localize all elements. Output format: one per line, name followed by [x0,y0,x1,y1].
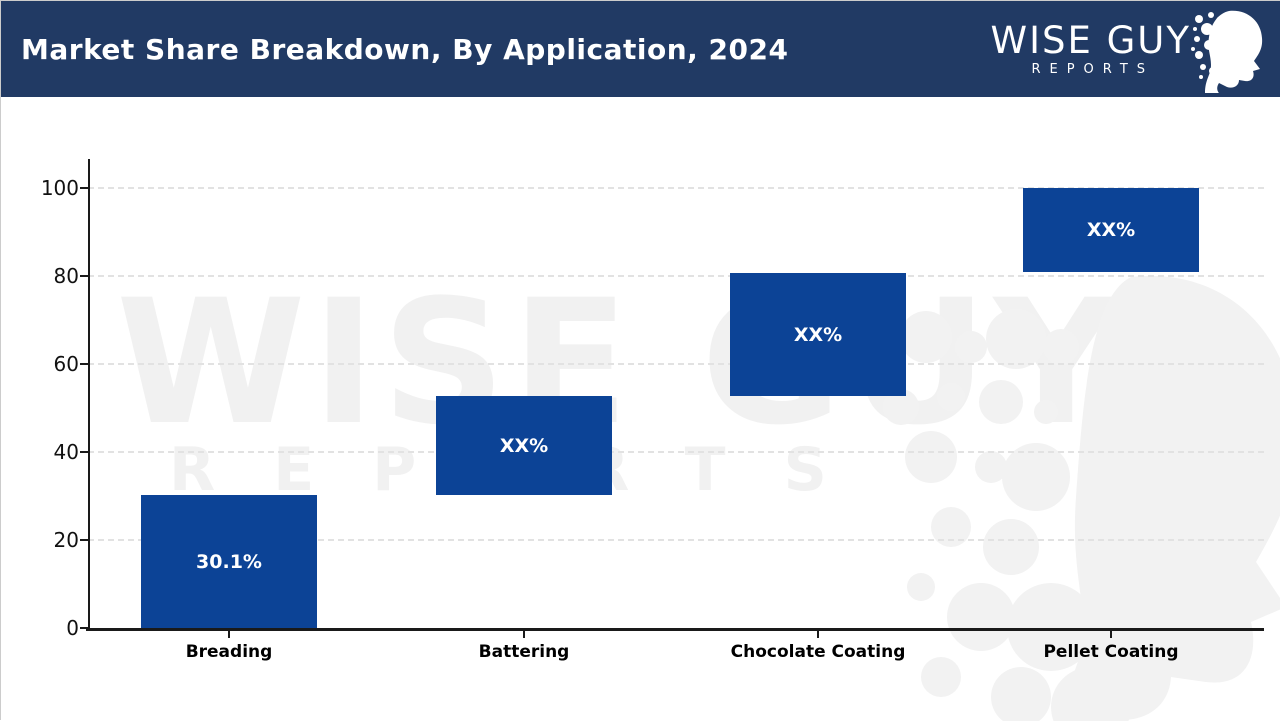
y-tick [80,450,88,453]
header-bar: Market Share Breakdown, By Application, … [1,1,1280,97]
bar-value-label: XX% [1086,218,1136,241]
y-tick-label: 20 [53,527,79,552]
x-tick [1110,631,1112,638]
y-tick [80,274,88,277]
bar-pellet-coating: XX% [1023,187,1199,273]
page-title: Market Share Breakdown, By Application, … [21,32,789,66]
y-gridline [88,186,1264,189]
y-gridline [88,274,1264,277]
y-tick-label: 60 [53,351,79,376]
y-tick [80,538,88,541]
logo-head-icon [1191,10,1263,93]
bar-value-label: 30.1% [196,550,262,573]
x-tick-label: Pellet Coating [1043,642,1179,662]
chart-canvas: WISE GUY REPORTS 02040608010030.1%Breadi… [1,97,1280,721]
bar-value-label: XX% [793,323,843,346]
wise-guy-logo: WISE GUY REPORTS [991,5,1271,93]
y-tick [80,362,88,365]
x-tick-label: Battering [478,642,570,662]
bar-breading: 30.1% [141,495,317,628]
y-tick [80,186,88,189]
x-tick-label: Breading [185,642,273,662]
y-gridline [88,450,1264,453]
y-tick-label: 0 [66,616,79,640]
x-tick [817,631,819,638]
y-tick-label: 100 [40,175,79,200]
bar-battering: XX% [436,396,612,496]
y-tick-label: 80 [53,263,79,288]
logo-subtitle: REPORTS [1031,62,1155,77]
y-axis-line [88,159,90,630]
logo-wordmark: WISE GUY [990,19,1191,62]
logo-text: WISE GUY REPORTS [991,22,1191,76]
y-gridline [88,362,1264,365]
y-tick-label: 40 [53,439,79,464]
y-tick [80,627,88,629]
x-tick [228,631,230,638]
x-tick [523,631,525,638]
x-tick-label: Chocolate Coating [730,642,906,662]
bar-chocolate-coating: XX% [730,272,906,397]
x-axis-line [86,628,1264,631]
y-gridline [88,538,1264,541]
plot-area: 0 20 40 60 80 100 30.1% Breading XX% Battering XX%… [1,97,1280,721]
bar-value-label: XX% [499,434,549,457]
